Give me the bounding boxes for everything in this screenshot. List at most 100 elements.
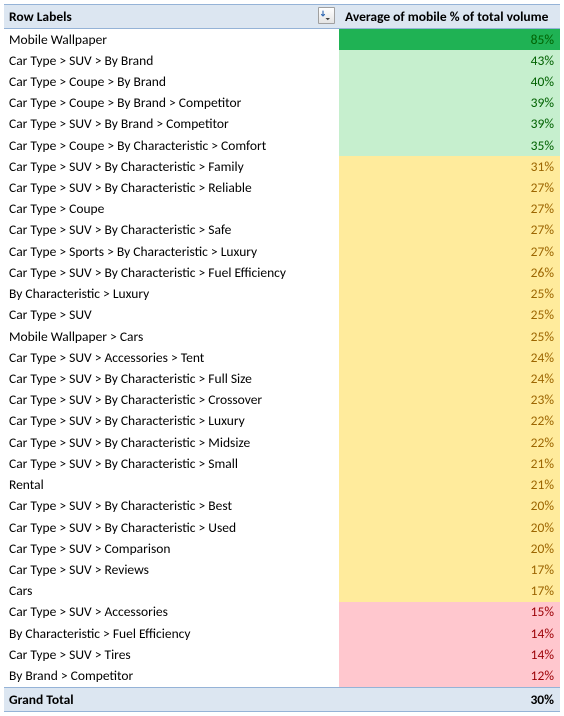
table-row: Car Type > Coupe27% xyxy=(4,199,560,220)
row-labels-text: Row Labels xyxy=(9,8,72,25)
table-row: Car Type > Coupe > By Brand > Competitor… xyxy=(4,93,560,114)
table-row: Mobile Wallpaper > Cars25% xyxy=(4,326,560,347)
table-row: Car Type > SUV > By Characteristic > Use… xyxy=(4,517,560,538)
table-row: Car Type > SUV > Accessories > Tent24% xyxy=(4,347,560,368)
sort-dropdown-button[interactable] xyxy=(318,7,335,24)
row-label: Car Type > SUV > By Characteristic > Rel… xyxy=(4,178,339,199)
row-value: 25% xyxy=(339,284,560,305)
row-label: Car Type > Coupe > By Brand > Competitor xyxy=(4,93,339,114)
table-row: Car Type > Coupe > By Brand40% xyxy=(4,71,560,92)
table-row: Car Type > SUV > By Characteristic > Rel… xyxy=(4,178,560,199)
row-label: Car Type > SUV > Accessories > Tent xyxy=(4,347,339,368)
row-value: 24% xyxy=(339,369,560,390)
pivot-table: Row Labels Average of mobile % of total … xyxy=(4,4,560,712)
table-row: By Characteristic > Luxury25% xyxy=(4,284,560,305)
row-label: By Brand > Competitor xyxy=(4,666,339,688)
row-value: 24% xyxy=(339,347,560,368)
row-labels-header[interactable]: Row Labels xyxy=(4,5,339,29)
row-value: 39% xyxy=(339,114,560,135)
row-value: 22% xyxy=(339,432,560,453)
row-label: Car Type > SUV > By Characteristic > Saf… xyxy=(4,220,339,241)
table-row: Rental21% xyxy=(4,475,560,496)
row-value: 39% xyxy=(339,93,560,114)
row-label: Car Type > SUV > By Characteristic > Sma… xyxy=(4,453,339,474)
row-value: 14% xyxy=(339,644,560,665)
row-value: 21% xyxy=(339,453,560,474)
grand-total-value: 30% xyxy=(339,687,560,711)
row-value: 20% xyxy=(339,538,560,559)
row-label: Car Type > SUV > Comparison xyxy=(4,538,339,559)
row-label: Car Type > SUV > By Brand xyxy=(4,50,339,71)
table-row: Mobile Wallpaper85% xyxy=(4,29,560,51)
row-label: Car Type > SUV > By Characteristic > Lux… xyxy=(4,411,339,432)
row-label: Car Type > SUV > By Characteristic > Cro… xyxy=(4,390,339,411)
table-row: Car Type > SUV > By Characteristic > Saf… xyxy=(4,220,560,241)
row-label: Car Type > SUV > By Characteristic > Fue… xyxy=(4,262,339,283)
row-value: 43% xyxy=(339,50,560,71)
row-value: 15% xyxy=(339,602,560,623)
row-value: 27% xyxy=(339,241,560,262)
row-value: 22% xyxy=(339,411,560,432)
value-header-text: Average of mobile % of total volume xyxy=(345,8,548,25)
row-value: 25% xyxy=(339,326,560,347)
table-row: Car Type > SUV > By Characteristic > Fam… xyxy=(4,156,560,177)
row-value: 23% xyxy=(339,390,560,411)
row-label: Cars xyxy=(4,581,339,602)
row-label: Car Type > SUV > By Brand > Competitor xyxy=(4,114,339,135)
table-row: Cars17% xyxy=(4,581,560,602)
row-label: Car Type > SUV > Accessories xyxy=(4,602,339,623)
table-row: By Brand > Competitor12% xyxy=(4,666,560,688)
row-label: Car Type > Sports > By Characteristic > … xyxy=(4,241,339,262)
table-row: Car Type > SUV > Reviews17% xyxy=(4,559,560,580)
table-row: Car Type > SUV > By Brand43% xyxy=(4,50,560,71)
table-row: Car Type > SUV > By Characteristic > Sma… xyxy=(4,453,560,474)
row-label: Car Type > SUV > By Characteristic > Bes… xyxy=(4,496,339,517)
row-value: 14% xyxy=(339,623,560,644)
grand-total-label: Grand Total xyxy=(4,687,339,711)
table-row: Car Type > SUV > Comparison20% xyxy=(4,538,560,559)
row-label: Mobile Wallpaper xyxy=(4,29,339,51)
table-row: Car Type > SUV > By Characteristic > Ful… xyxy=(4,369,560,390)
row-label: Car Type > Coupe > By Characteristic > C… xyxy=(4,135,339,156)
row-value: 35% xyxy=(339,135,560,156)
table-row: By Characteristic > Fuel Efficiency14% xyxy=(4,623,560,644)
row-label: Car Type > SUV > By Characteristic > Ful… xyxy=(4,369,339,390)
table-row: Car Type > SUV > By Brand > Competitor39… xyxy=(4,114,560,135)
row-value: 25% xyxy=(339,305,560,326)
table-row: Car Type > SUV > By Characteristic > Cro… xyxy=(4,390,560,411)
table-row: Car Type > SUV > By Characteristic > Bes… xyxy=(4,496,560,517)
row-value: 85% xyxy=(339,29,560,51)
table-row: Car Type > Coupe > By Characteristic > C… xyxy=(4,135,560,156)
row-value: 17% xyxy=(339,559,560,580)
row-value: 27% xyxy=(339,220,560,241)
table-row: Car Type > SUV > Tires14% xyxy=(4,644,560,665)
row-value: 31% xyxy=(339,156,560,177)
row-value: 20% xyxy=(339,496,560,517)
row-value: 27% xyxy=(339,178,560,199)
row-value: 17% xyxy=(339,581,560,602)
row-value: 40% xyxy=(339,71,560,92)
row-value: 20% xyxy=(339,517,560,538)
row-label: Car Type > SUV > By Characteristic > Mid… xyxy=(4,432,339,453)
sort-descending-icon xyxy=(321,10,332,21)
table-row: Car Type > SUV25% xyxy=(4,305,560,326)
value-header: Average of mobile % of total volume xyxy=(339,5,560,29)
table-row: Car Type > SUV > By Characteristic > Mid… xyxy=(4,432,560,453)
row-label: Car Type > Coupe xyxy=(4,199,339,220)
row-label: Car Type > SUV > Reviews xyxy=(4,559,339,580)
row-label: By Characteristic > Luxury xyxy=(4,284,339,305)
row-value: 21% xyxy=(339,475,560,496)
row-label: By Characteristic > Fuel Efficiency xyxy=(4,623,339,644)
grand-total-row: Grand Total 30% xyxy=(4,687,560,711)
header-row: Row Labels Average of mobile % of total … xyxy=(4,5,560,29)
row-value: 26% xyxy=(339,262,560,283)
row-label: Car Type > Coupe > By Brand xyxy=(4,71,339,92)
table-row: Car Type > SUV > By Characteristic > Lux… xyxy=(4,411,560,432)
row-label: Car Type > SUV xyxy=(4,305,339,326)
row-label: Car Type > SUV > Tires xyxy=(4,644,339,665)
row-label: Car Type > SUV > By Characteristic > Use… xyxy=(4,517,339,538)
table-row: Car Type > SUV > Accessories15% xyxy=(4,602,560,623)
row-value: 12% xyxy=(339,666,560,688)
row-value: 27% xyxy=(339,199,560,220)
table-row: Car Type > SUV > By Characteristic > Fue… xyxy=(4,262,560,283)
